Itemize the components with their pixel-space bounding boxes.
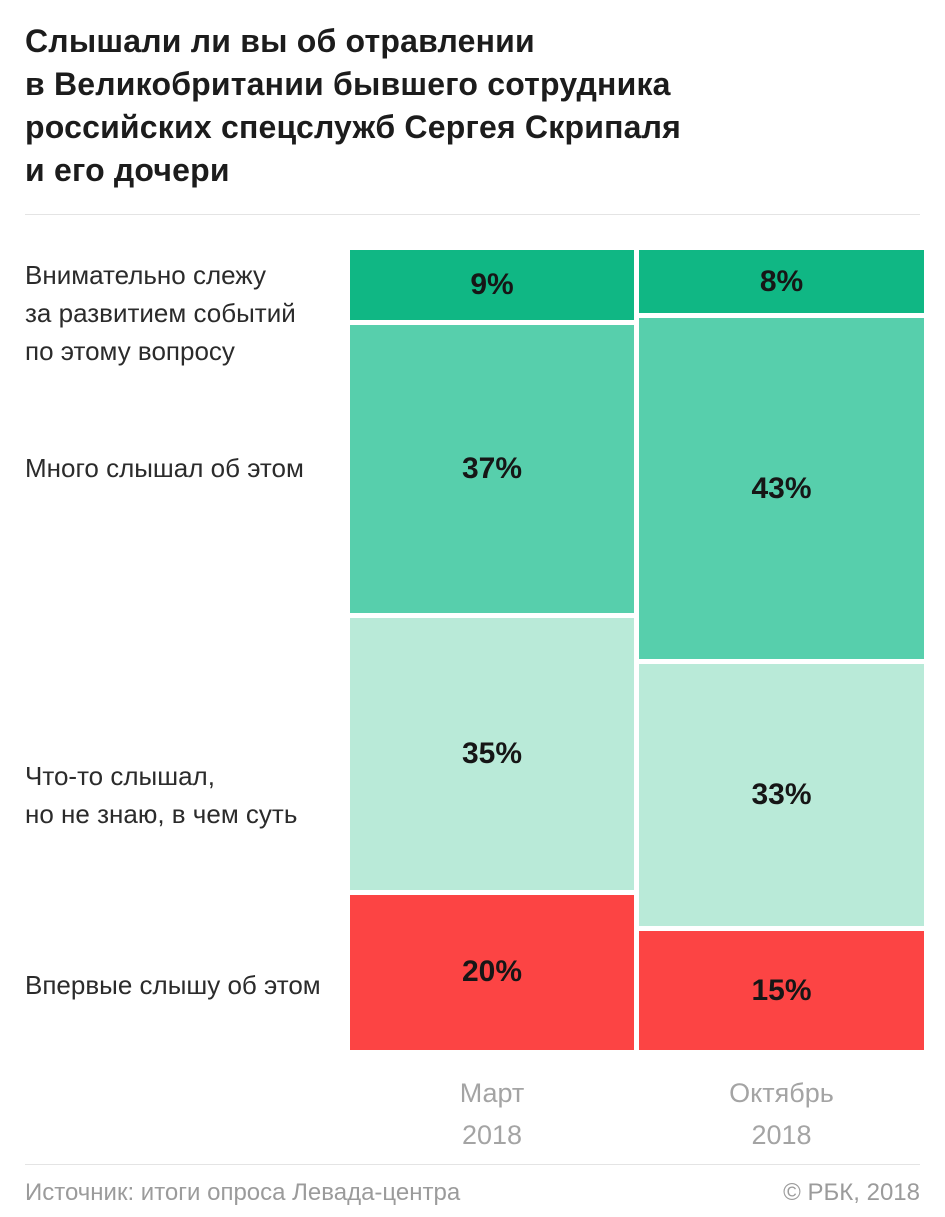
footer-copyright: © РБК, 2018 <box>783 1179 920 1206</box>
footer-divider <box>25 1164 920 1165</box>
bar-value-label: 15% <box>751 973 812 1007</box>
bar-column-march-2018: 9% 37% 35% 20% <box>350 250 634 1051</box>
bar-value-label: 8% <box>759 264 804 298</box>
title-divider <box>25 214 920 215</box>
bar-value-label: 33% <box>751 778 812 812</box>
bar-value-label: 35% <box>461 736 523 770</box>
bar-segment-heard-something-october-2018: 33% <box>639 664 924 927</box>
chart-title: Слышали ли вы об отравлении в Великобрита… <box>25 23 681 188</box>
row-label-heard-a-lot: Много слышал об этом <box>25 453 304 483</box>
bar-segment-heard-a-lot-march-2018: 37% <box>350 324 634 613</box>
bar-segment-first-time-march-2018: 20% <box>350 894 634 1051</box>
bar-value-label: 9% <box>470 267 514 301</box>
bar-value-label: 37% <box>461 451 523 485</box>
row-label-heard-something: Что-то слышал, но не знаю, в чем суть <box>25 761 298 829</box>
row-label-first-time: Впервые слышу об этом <box>25 970 321 1000</box>
bar-segment-follow-closely-october-2018: 8% <box>639 250 924 314</box>
bar-segment-follow-closely-march-2018: 9% <box>350 250 634 320</box>
category-label-october-2018: Октябрь 2018 <box>729 1078 834 1150</box>
bar-value-label: 20% <box>461 955 523 989</box>
bar-segment-heard-something-march-2018: 35% <box>350 617 634 890</box>
bar-value-label: 43% <box>751 471 812 505</box>
bar-column-october-2018: 8% 43% 33% 15% <box>639 250 924 1050</box>
footer: Источник: итоги опроса Левада-центра © Р… <box>25 1178 920 1208</box>
row-label-follow-closely: Внимательно слежу за развитием событий по … <box>25 260 296 366</box>
bar-segment-first-time-october-2018: 15% <box>639 931 924 1050</box>
bar-segment-heard-a-lot-october-2018: 43% <box>639 318 924 660</box>
footer-source: Источник: итоги опроса Левада-центра <box>25 1179 461 1206</box>
category-label-march-2018: Март 2018 <box>459 1078 525 1150</box>
